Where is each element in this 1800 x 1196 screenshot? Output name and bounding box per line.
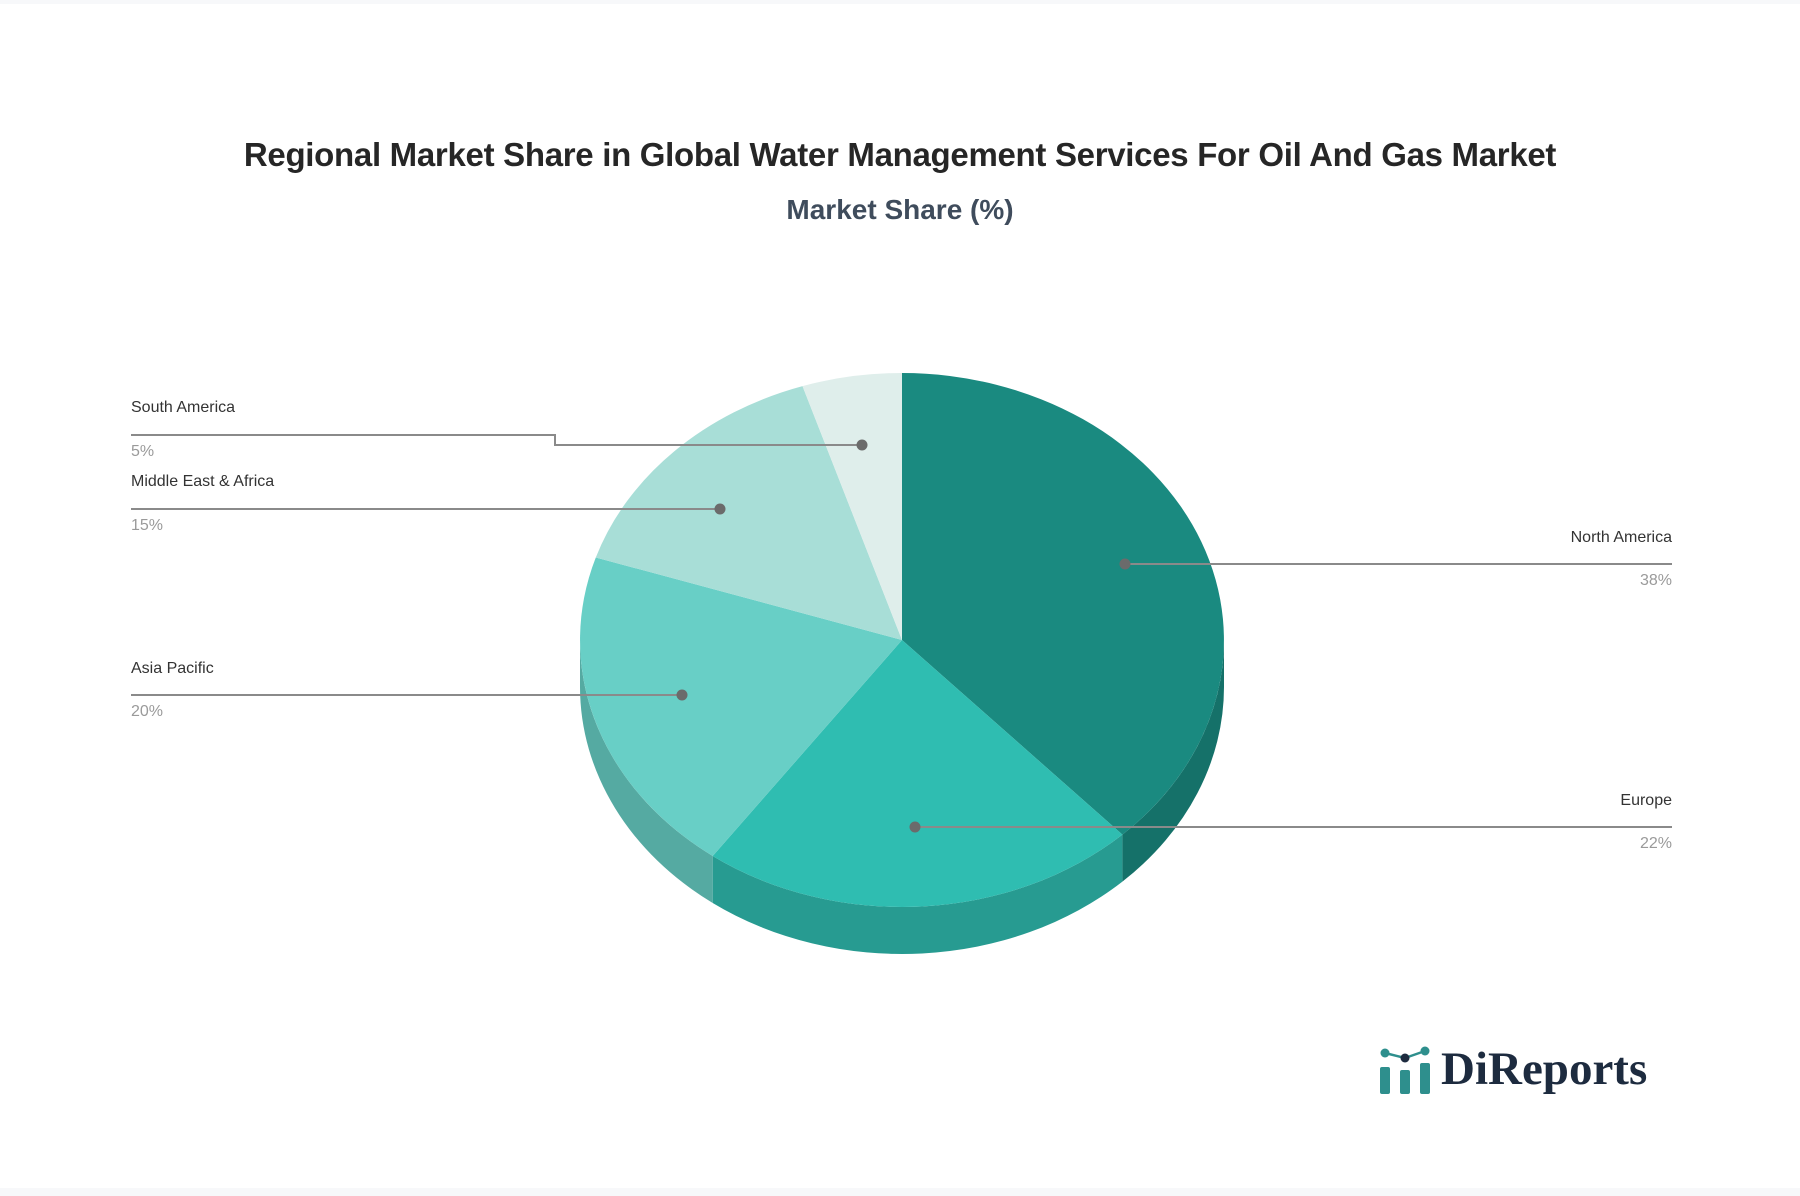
pie-slice[interactable] (802, 373, 903, 640)
pie-slice-depth (712, 834, 1123, 954)
callout-label-middle-east-africa: Middle East & Africa (131, 473, 275, 490)
callout-label-north-america: North America (1570, 529, 1672, 546)
pie-slice[interactable] (712, 640, 1123, 907)
pie-slice[interactable] (595, 386, 902, 640)
pie-slice[interactable] (580, 557, 902, 857)
pie-slice-depth (580, 640, 713, 903)
chart-subtitle: Market Share (%) (786, 194, 1014, 225)
callout-label-europe: Europe (1620, 792, 1672, 809)
brand-name: DiReports (1441, 1043, 1648, 1095)
page-frame-bottom (0, 1188, 1800, 1196)
brand-logo: DiReports (1376, 1040, 1647, 1098)
callout-value-europe: 22% (1639, 835, 1672, 852)
leader-dot-middle-east-africa (714, 503, 726, 515)
pie-slice-depth (1122, 640, 1224, 882)
leader-line-south-america (131, 434, 862, 446)
callout-value-north-america: 38% (1639, 572, 1672, 589)
chart-title: Regional Market Share in Global Water Ma… (243, 136, 1557, 173)
callout-label-asia-pacific: Asia Pacific (131, 660, 214, 677)
callout-value-south-america: 5% (131, 443, 155, 460)
leader-dot-asia-pacific (676, 689, 688, 701)
leader-dot-north-america (1119, 558, 1131, 570)
callout-value-middle-east-africa: 15% (131, 517, 164, 534)
pie-slice[interactable] (902, 373, 1224, 835)
callout-value-asia-pacific: 20% (131, 703, 164, 720)
page-frame-top (0, 0, 1800, 4)
leader-dot-europe (909, 821, 921, 833)
bar-chart-logo-icon (1380, 1046, 1430, 1094)
leader-dot-south-america (856, 439, 868, 451)
callout-label-south-america: South America (131, 399, 236, 416)
